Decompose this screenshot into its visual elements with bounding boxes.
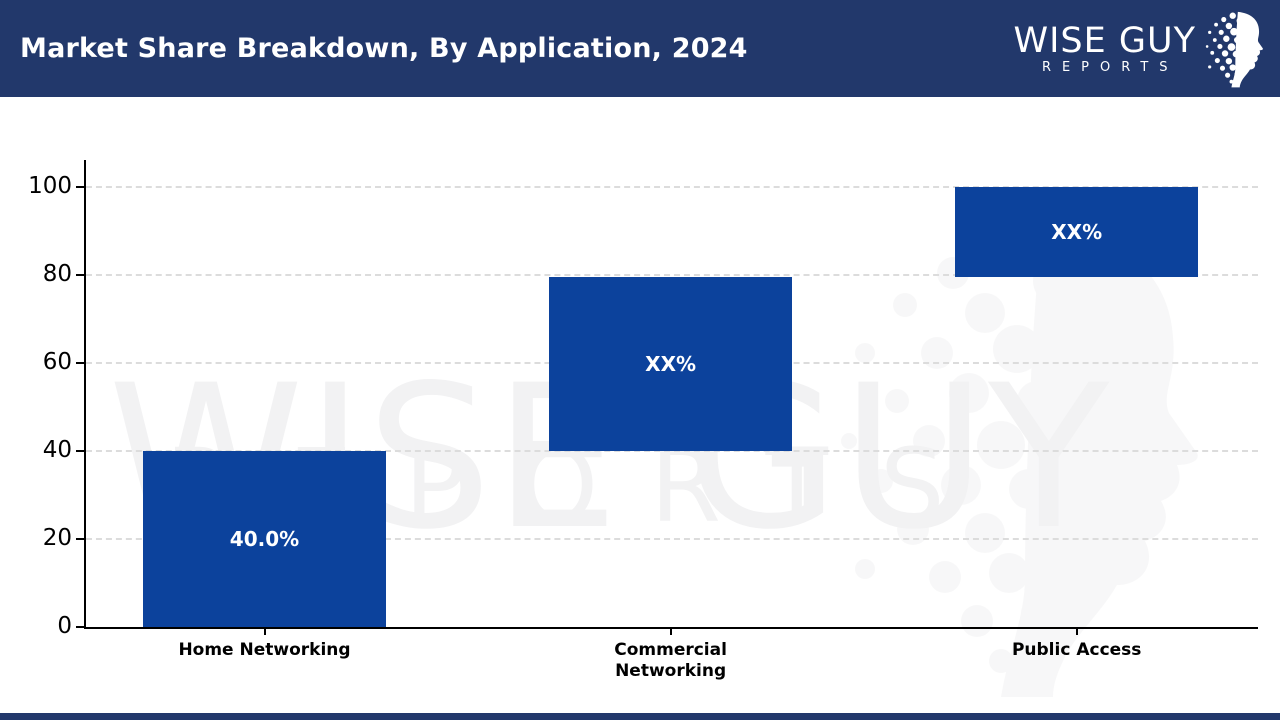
y-tick-label: 40 (42, 437, 72, 463)
y-tick-label: 80 (42, 261, 72, 287)
bar-segment (549, 277, 793, 451)
bar-value-label: XX% (1051, 220, 1103, 245)
bar-value-label: XX% (645, 352, 697, 377)
y-tick-mark (76, 186, 84, 188)
bar-segment (143, 451, 386, 627)
footer-band (0, 713, 1280, 720)
y-tick-label: 100 (28, 173, 72, 199)
x-tick-mark (263, 627, 266, 635)
x-category-label: Commercial Networking (614, 640, 727, 681)
y-tick-label: 0 (57, 613, 72, 639)
y-tick-label: 60 (42, 349, 72, 375)
y-tick-mark (76, 626, 84, 628)
y-tick-mark (76, 450, 84, 452)
gridline (86, 538, 1258, 540)
x-category-label: Home Networking (178, 640, 351, 660)
y-tick-mark (76, 538, 84, 540)
gridline (86, 450, 1258, 452)
wiseguy-logo-text: WISE GUY REPORTS (1013, 22, 1196, 76)
y-tick-mark (76, 274, 84, 276)
gridline (86, 274, 1258, 276)
y-tick-label: 20 (42, 525, 72, 551)
y-tick-mark (76, 362, 84, 364)
x-tick-mark (669, 627, 672, 635)
header-band: Market Share Breakdown, By Application, … (0, 0, 1280, 97)
wiseguy-logo: WISE GUY REPORTS (1013, 7, 1280, 91)
y-axis-line (84, 160, 86, 627)
x-category-label: Public Access (1011, 640, 1142, 660)
wiseguy-face-logo-icon (1205, 11, 1263, 87)
gridline (86, 186, 1258, 188)
chart-title: Market Share Breakdown, By Application, … (20, 33, 748, 64)
x-tick-mark (1075, 627, 1078, 635)
wiseguy-logo-reports: REPORTS (1041, 59, 1179, 75)
bar-value-label: 40.0% (229, 527, 300, 551)
wiseguy-logo-wordmark: WISE GUY (1013, 20, 1196, 61)
